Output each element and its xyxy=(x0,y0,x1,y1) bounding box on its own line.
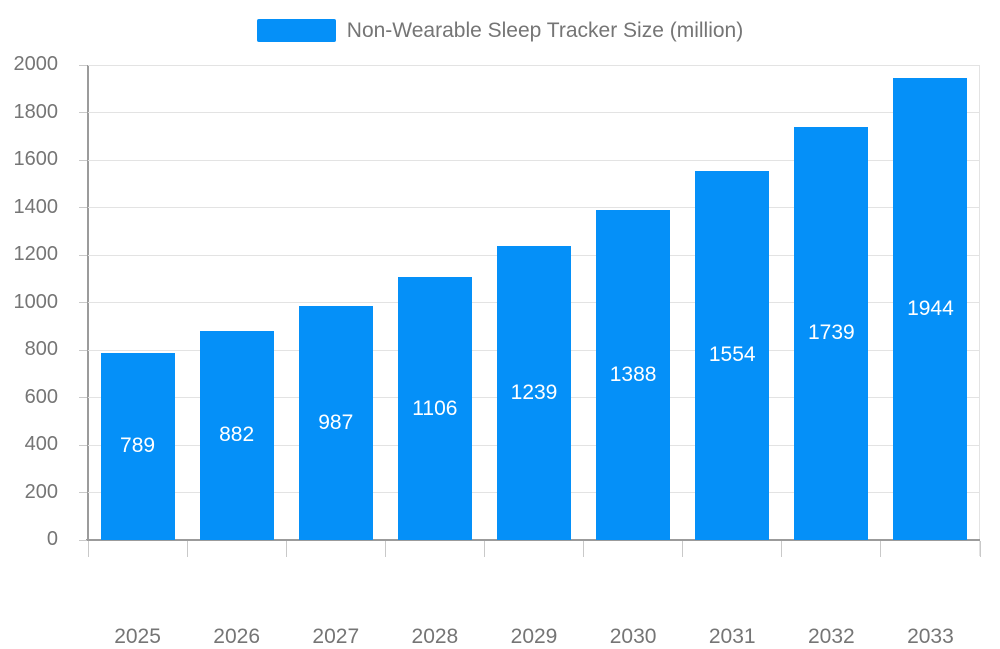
gridline-horizontal xyxy=(88,207,980,208)
y-tick xyxy=(79,159,87,161)
y-tick xyxy=(79,444,87,446)
y-axis-tick-label: 2000 xyxy=(13,53,59,76)
plot-area: 0 200 400 600 800 1000 1200 1400 1600 1800 2000 789… xyxy=(14,53,981,648)
y-axis-tick-label: 1600 xyxy=(13,148,59,171)
y-axis-tick-label: 200 xyxy=(24,480,58,503)
bar-2033[interactable] xyxy=(893,78,968,540)
x-tick xyxy=(186,541,188,557)
legend-swatch-icon xyxy=(256,19,336,42)
bar-2028[interactable] xyxy=(397,277,472,540)
y-axis-tick-label: 400 xyxy=(24,433,58,456)
bar-2030[interactable] xyxy=(596,210,671,540)
y-tick xyxy=(79,64,87,66)
y-tick xyxy=(79,112,87,113)
y-tick xyxy=(79,254,87,256)
y-tick xyxy=(79,539,87,541)
x-tick xyxy=(979,541,981,557)
y-tick xyxy=(79,492,87,493)
y-axis-tick-label: 0 xyxy=(46,528,58,551)
y-axis-tick-label: 1000 xyxy=(13,290,59,313)
x-axis-tick-label: 2033 xyxy=(907,625,954,648)
y-tick xyxy=(79,349,87,351)
y-axis-tick-label: 1400 xyxy=(13,195,59,218)
y-axis-tick-label: 1800 xyxy=(13,100,59,123)
y-tick xyxy=(79,207,87,208)
gridline-horizontal xyxy=(88,112,980,113)
x-tick xyxy=(384,541,386,557)
plot-right-border xyxy=(979,65,980,556)
x-tick xyxy=(682,541,684,557)
y-tick xyxy=(79,397,87,398)
bar-2031[interactable] xyxy=(695,170,770,540)
gridline-horizontal xyxy=(88,159,980,161)
x-tick xyxy=(880,541,882,557)
x-tick xyxy=(87,541,89,557)
x-tick xyxy=(285,541,287,557)
x-tick xyxy=(483,541,485,557)
bar-2026[interactable] xyxy=(199,330,274,540)
x-axis-line xyxy=(86,539,980,541)
bar-2027[interactable] xyxy=(298,305,373,540)
legend-label: Non-Wearable Sleep Tracker Size (million… xyxy=(346,18,744,42)
bar-2029[interactable] xyxy=(497,245,571,540)
legend[interactable]: Non-Wearable Sleep Tracker Size (million… xyxy=(0,17,1000,44)
bar-2025[interactable] xyxy=(100,352,175,540)
bar-2032[interactable] xyxy=(794,127,869,540)
x-tick xyxy=(781,541,783,557)
y-tick xyxy=(79,302,87,303)
gridline-horizontal xyxy=(88,64,980,66)
y-axis-tick-label: 800 xyxy=(24,338,58,361)
y-axis-tick-label: 1200 xyxy=(13,243,59,266)
y-axis-tick-label: 600 xyxy=(24,385,58,408)
x-tick xyxy=(583,541,585,557)
bar-chart: Non-Wearable Sleep Tracker Size (million… xyxy=(0,17,1000,648)
